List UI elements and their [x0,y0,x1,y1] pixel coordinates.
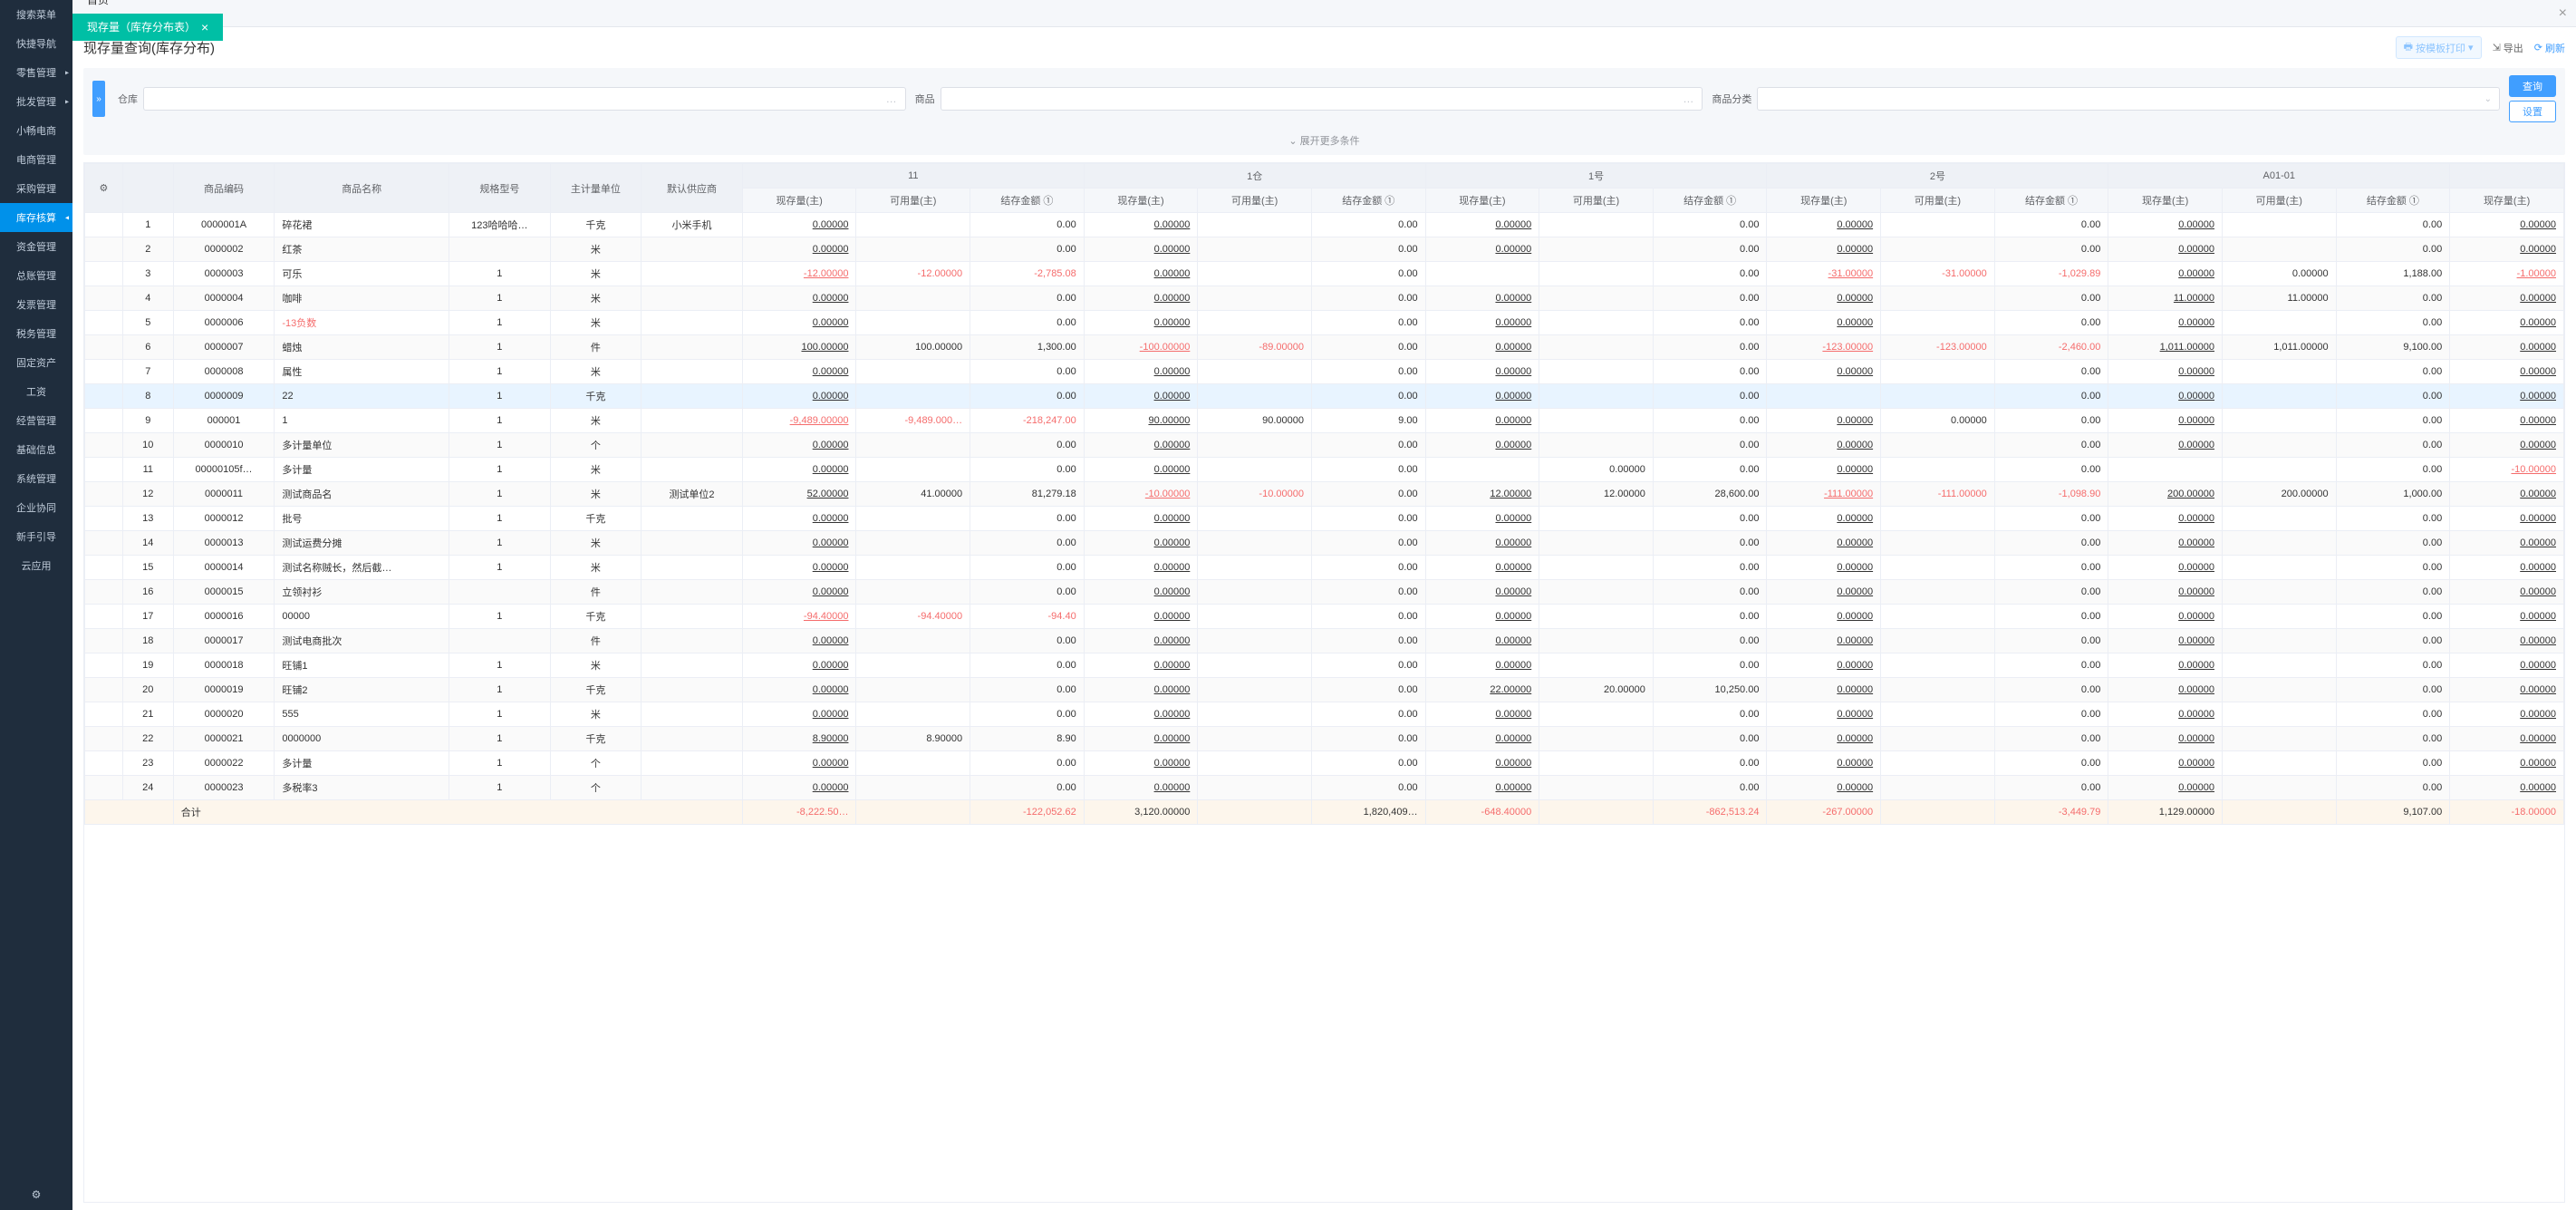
print-icon: 🖶 [2404,39,2413,56]
inventory-table: ⚙商品编码商品名称规格型号主计量单位默认供应商111仓1号2号A01-01现存量… [84,163,2564,825]
table-row[interactable]: 60000007蜡烛1件100.00000100.000001,300.00-1… [85,335,2564,360]
sidebar-item-4[interactable]: 小畅电商 [0,116,72,145]
sidebar-item-9[interactable]: 总账管理 [0,261,72,290]
chevron-right-icon: ▸ [65,98,69,106]
table-row[interactable]: 150000014测试名称贼长，然后截…1米0.000000.000.00000… [85,556,2564,580]
sidebar-item-11[interactable]: 税务管理 [0,319,72,348]
filter-panel: » 仓库 … 商品 … 商品分类 ⌄ 查询 设置 ⌄ [83,68,2565,155]
chevron-right-icon: ▸ [65,69,69,77]
table-row[interactable]: 230000022多计量1个0.000000.000.000000.000.00… [85,751,2564,776]
tab-bar: 首页现存量（库存分布表）× × [72,0,2576,27]
sidebar-item-1[interactable]: 快捷导航 [0,29,72,58]
sidebar-settings[interactable]: ⚙ [0,1179,72,1210]
table-row[interactable]: 900000111米-9,489.00000-9,489.000…-218,24… [85,409,2564,433]
table-row[interactable]: 100000010多计量单位1个0.000000.000.000000.000.… [85,433,2564,458]
filter-warehouse-label: 仓库 [118,92,138,106]
table-row[interactable]: 1100000105f…多计量1米0.000000.000.000000.000… [85,458,2564,482]
table-row[interactable]: 20000002红茶米0.000000.000.000000.000.00000… [85,237,2564,262]
filter-product-input[interactable]: … [941,87,1703,111]
table-footer-row: 合计-8,222.50…-122,052.623,120.000001,820,… [85,800,2564,825]
data-table-scroll[interactable]: ⚙商品编码商品名称规格型号主计量单位默认供应商111仓1号2号A01-01现存量… [83,162,2565,1203]
table-row[interactable]: 50000006-13负数1米0.000000.000.000000.000.0… [85,311,2564,335]
sidebar-item-6[interactable]: 采购管理 [0,174,72,203]
filter-warehouse-input[interactable]: … [143,87,906,111]
sidebar-item-7[interactable]: 库存核算◂ [0,203,72,232]
settings-button[interactable]: 设置 [2509,101,2556,122]
table-row[interactable]: 160000015立领衬衫件0.000000.000.000000.000.00… [85,580,2564,605]
table-row[interactable]: 200000019旺铺21千克0.000000.000.000000.0022.… [85,678,2564,702]
sidebar-item-3[interactable]: 批发管理▸ [0,87,72,116]
print-template-button[interactable]: 🖶 按模板打印 ▾ [2396,36,2482,59]
tab-0[interactable]: 首页 [72,0,223,14]
page-title: 现存量查询(库存分布) [83,38,215,57]
filter-category-input[interactable]: ⌄ [1757,87,2500,111]
sidebar-item-0[interactable]: 搜索菜单 [0,0,72,29]
refresh-icon: ⟳ [2534,42,2542,53]
table-row[interactable]: 10000001A碎花裙123哈哈哈…千克小米手机0.000000.000.00… [85,213,2564,237]
export-icon: ⇲ [2493,42,2501,53]
table-row[interactable]: 120000011测试商品名1米测试单位252.0000041.0000081,… [85,482,2564,507]
gear-icon: ⚙ [32,1188,42,1201]
tabbar-close-icon[interactable]: × [2550,5,2576,22]
refresh-button[interactable]: ⟳ 刷新 [2534,41,2565,55]
expand-filters-toggle[interactable]: ⌄ 展开更多条件 [83,130,2565,155]
sidebar-item-12[interactable]: 固定资产 [0,348,72,377]
table-row[interactable]: 30000003可乐1米-12.00000-12.00000-2,785.080… [85,262,2564,286]
sidebar-item-16[interactable]: 系统管理 [0,464,72,493]
sidebar-item-2[interactable]: 零售管理▸ [0,58,72,87]
sidebar-item-10[interactable]: 发票管理 [0,290,72,319]
table-row[interactable]: 22000002100000001千克8.900008.900008.900.0… [85,727,2564,751]
table-row[interactable]: 190000018旺铺11米0.000000.000.000000.000.00… [85,653,2564,678]
sidebar-item-15[interactable]: 基础信息 [0,435,72,464]
table-row[interactable]: 2100000205551米0.000000.000.000000.000.00… [85,702,2564,727]
sidebar-item-5[interactable]: 电商管理 [0,145,72,174]
table-gear-icon[interactable]: ⚙ [100,183,109,194]
active-marker-icon: ◂ [65,214,69,222]
sidebar-item-19[interactable]: 云应用 [0,551,72,580]
sidebar-item-14[interactable]: 经营管理 [0,406,72,435]
table-row[interactable]: 240000023多税率31个0.000000.000.000000.000.0… [85,776,2564,800]
filter-category-label: 商品分类 [1712,92,1751,106]
export-button[interactable]: ⇲ 导出 [2493,41,2523,55]
query-button[interactable]: 查询 [2509,75,2556,97]
sidebar-item-17[interactable]: 企业协同 [0,493,72,522]
sidebar-item-18[interactable]: 新手引导 [0,522,72,551]
chevron-down-icon: ⌄ [1288,136,1297,147]
table-row[interactable]: 70000008属性1米0.000000.000.000000.000.0000… [85,360,2564,384]
filter-product-label: 商品 [915,92,935,106]
tab-close-icon[interactable]: × [201,14,208,41]
table-row[interactable]: 140000013测试运费分摊1米0.000000.000.000000.000… [85,531,2564,556]
filter-collapse-toggle[interactable]: » [92,81,105,117]
table-row[interactable]: 170000016000001千克-94.40000-94.40000-94.4… [85,605,2564,629]
sidebar: 搜索菜单快捷导航零售管理▸批发管理▸小畅电商电商管理采购管理库存核算◂资金管理总… [0,0,72,1210]
table-row[interactable]: 130000012批号1千克0.000000.000.000000.000.00… [85,507,2564,531]
table-row[interactable]: 80000009221千克0.000000.000.000000.000.000… [85,384,2564,409]
tab-1[interactable]: 现存量（库存分布表）× [72,14,223,41]
sidebar-item-8[interactable]: 资金管理 [0,232,72,261]
sidebar-item-13[interactable]: 工资 [0,377,72,406]
table-row[interactable]: 180000017测试电商批次件0.000000.000.000000.000.… [85,629,2564,653]
chevron-down-icon: ▾ [2468,42,2474,53]
table-row[interactable]: 40000004咖啡1米0.000000.000.000000.000.0000… [85,286,2564,311]
title-bar: 现存量查询(库存分布) 🖶 按模板打印 ▾ ⇲ 导出 ⟳ 刷新 [72,27,2576,68]
